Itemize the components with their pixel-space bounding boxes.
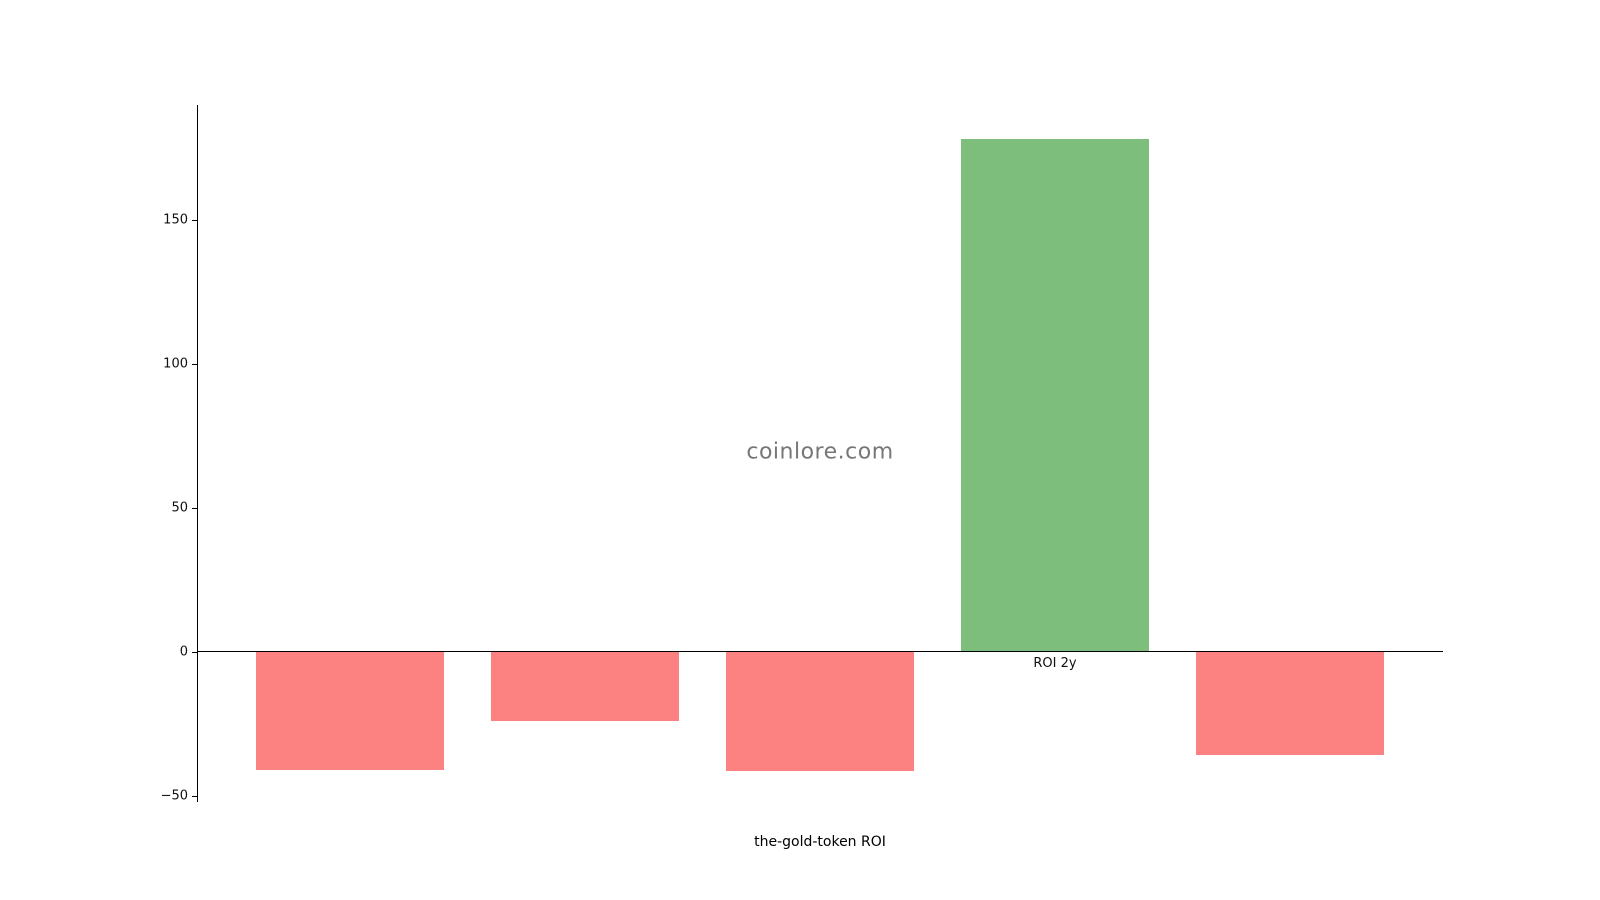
bar-5 <box>1196 651 1384 756</box>
bar-1 <box>256 651 444 770</box>
bar-3 <box>726 651 914 772</box>
y-tick-label: 50 <box>171 500 188 516</box>
y-tick-mark <box>192 219 197 221</box>
x-tick-label: ROI 2y <box>1033 655 1077 671</box>
y-tick-mark <box>192 651 197 653</box>
x-axis-title: the-gold-token ROI <box>754 834 886 850</box>
watermark-text: coinlore.com <box>746 439 894 465</box>
y-tick-label: 100 <box>163 356 188 372</box>
x-axis-zero-line <box>197 651 1443 652</box>
y-tick-mark <box>192 507 197 509</box>
y-tick-label: 150 <box>163 212 188 228</box>
y-tick-label: −50 <box>160 788 188 804</box>
bar-roi-2y <box>961 138 1149 652</box>
y-tick-label: 0 <box>179 644 188 660</box>
y-axis-line <box>197 105 198 802</box>
bar-2 <box>491 651 679 721</box>
y-tick-mark <box>192 795 197 797</box>
y-tick-mark <box>192 363 197 365</box>
